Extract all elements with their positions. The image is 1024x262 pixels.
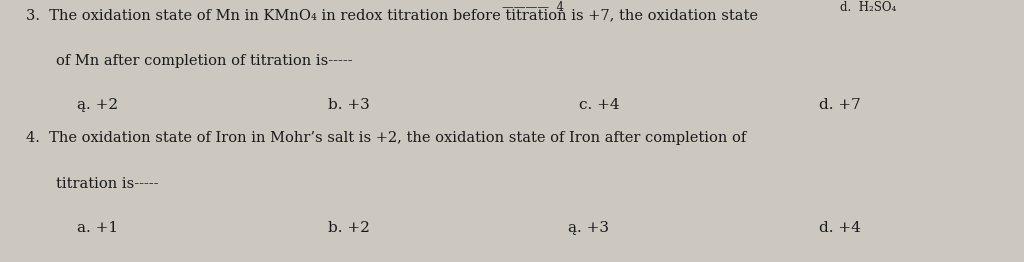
Text: ————  4: ———— 4 (502, 1, 564, 14)
Text: of Mn after completion of titration is-----: of Mn after completion of titration is--… (56, 54, 353, 68)
Text: c. +4: c. +4 (579, 98, 620, 112)
Text: ą. +2: ą. +2 (77, 98, 118, 112)
Text: titration is-----: titration is----- (56, 177, 159, 191)
Text: d. +4: d. +4 (819, 221, 861, 235)
Text: b. +2: b. +2 (328, 221, 370, 235)
Text: 3.  The oxidation state of Mn in KMnO₄ in redox titration before titration is +7: 3. The oxidation state of Mn in KMnO₄ in… (26, 8, 758, 22)
Text: 4.  The oxidation state of Iron in Mohr’s salt is +2, the oxidation state of Iro: 4. The oxidation state of Iron in Mohr’s… (26, 131, 745, 145)
Text: d. +7: d. +7 (819, 98, 861, 112)
Text: b. +3: b. +3 (328, 98, 370, 112)
Text: ą. +3: ą. +3 (568, 221, 609, 235)
Text: d.  H₂SO₄: d. H₂SO₄ (840, 1, 896, 14)
Text: a. +1: a. +1 (77, 221, 118, 235)
